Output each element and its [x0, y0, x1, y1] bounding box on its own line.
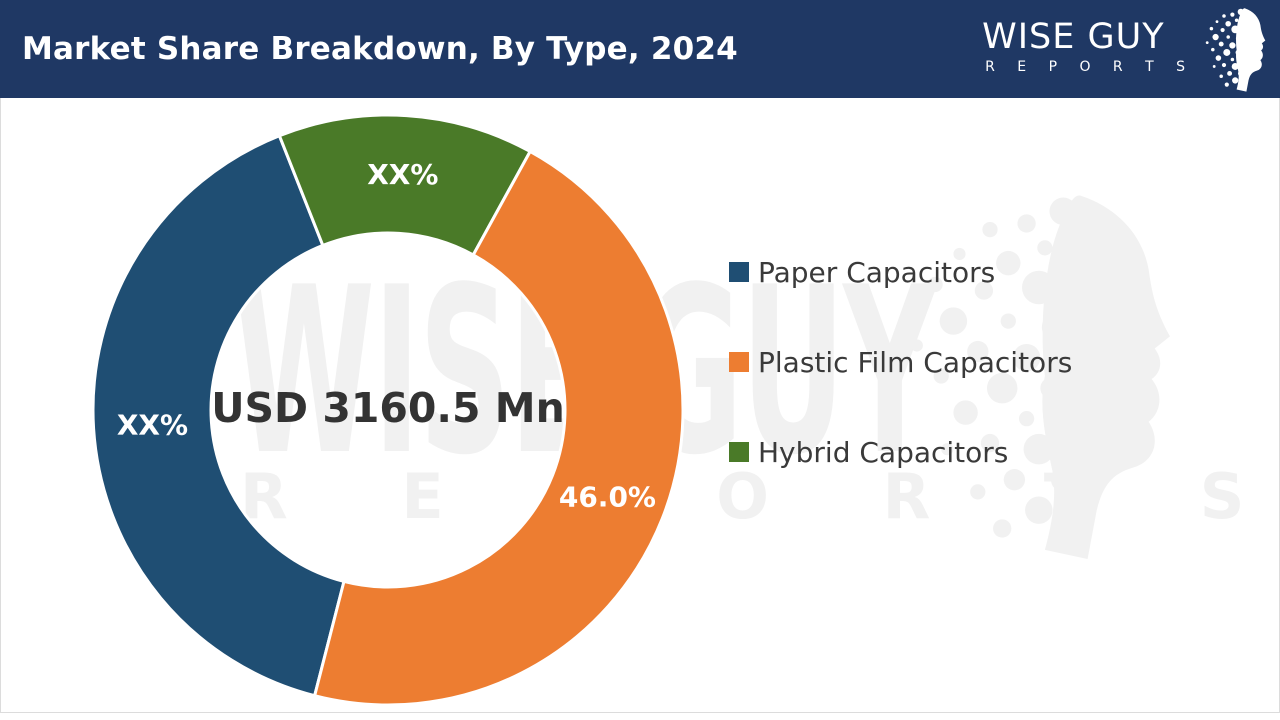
wiseguy-logo: WISE GUY R E P O R T S [982, 6, 1266, 94]
donut-slice-paper-capacitors [91, 133, 346, 698]
logo-wordmark: WISE GUY [982, 17, 1165, 57]
header: Market Share Breakdown, By Type, 2024 WI… [0, 0, 1280, 98]
legend: Paper Capacitors Plastic Film Capacitors… [729, 252, 1072, 522]
legend-swatch-plastic-film [729, 352, 749, 372]
page-title: Market Share Breakdown, By Type, 2024 [22, 31, 738, 67]
slice-label: 46.0% [559, 480, 656, 513]
legend-item-plastic-film: Plastic Film Capacitors [729, 342, 1072, 382]
donut-chart: XX% XX% 46.0% [91, 113, 685, 707]
slice-label: XX% [117, 408, 188, 441]
legend-item-label: Paper Capacitors [758, 255, 996, 289]
donut-slice-plastic-film-capacitors [312, 149, 685, 707]
center-value-label: USD 3160.5 Mn [211, 384, 565, 432]
legend-item-label: Plastic Film Capacitors [758, 345, 1073, 379]
logo-subtext: R E P O R T S [985, 59, 1194, 75]
slice-label: XX% [367, 158, 438, 191]
wiseguy-face-icon [1205, 8, 1266, 92]
logo-text: WISE GUY R E P O R T S [982, 17, 1194, 75]
legend-swatch-hybrid [729, 442, 749, 462]
legend-item-hybrid: Hybrid Capacitors [729, 432, 1072, 472]
legend-item-label: Hybrid Capacitors [758, 435, 1009, 469]
legend-item-paper: Paper Capacitors [729, 252, 1072, 292]
legend-swatch-paper [729, 262, 749, 282]
